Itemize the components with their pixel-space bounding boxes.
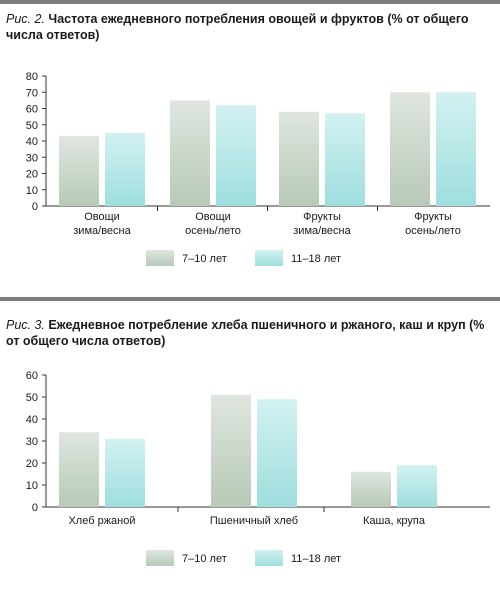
bar-series-1-category-3 [351, 471, 391, 507]
y-tick-label: 60 [26, 104, 38, 116]
legend-label-series-1: 7–10 лет [182, 553, 227, 565]
x-category-label: Фрукты [303, 211, 341, 223]
legend-label-series-1: 7–10 лет [182, 253, 227, 265]
y-tick-label: 80 [26, 71, 38, 83]
y-tick-label: 70 [26, 87, 38, 99]
chart-1-caption: Рис. 2. Частота ежедневного потребления … [6, 11, 494, 43]
legend-swatch-series-2 [255, 550, 283, 566]
x-category-label: зима/весна [293, 225, 351, 237]
x-category-label: Овощи [195, 211, 231, 223]
y-tick-label: 0 [32, 201, 38, 213]
chart-1-figure-label: Рис. 2. [6, 12, 45, 26]
chart-2-caption: Рис. 3. Ежедневное потребление хлеба пше… [6, 317, 494, 349]
top-divider [0, 0, 500, 4]
x-category-label: Каша, крупа [363, 515, 426, 527]
legend-swatch-series-1 [146, 250, 174, 266]
chart-2-title: Ежедневное потребление хлеба пшеничного … [6, 318, 485, 348]
x-category-label: Хлеб ржаной [68, 515, 135, 527]
x-category-label: Овощи [84, 211, 120, 223]
chart-1-title: Частота ежедневного потребления овощей и… [6, 12, 469, 42]
y-tick-label: 10 [26, 480, 38, 492]
legend-label-series-2: 11–18 лет [291, 553, 341, 565]
y-tick-label: 50 [26, 392, 38, 404]
y-tick-label: 30 [26, 436, 38, 448]
y-tick-label: 20 [26, 169, 38, 181]
chart-2-figure-label: Рис. 3. [6, 318, 45, 332]
bar-series-1-category-2 [211, 394, 251, 507]
chart-2-bread-cereals: 0 10 20 30 40 50 60 Хлеб ржаной Пшеничный хлеб Ка… [26, 370, 490, 566]
legend-label-series-2: 11–18 лет [291, 253, 341, 265]
bar-series-2-category-3 [397, 465, 437, 507]
x-category-label: осень/лето [405, 225, 461, 237]
bar-series-1-category-4 [390, 92, 430, 206]
x-category-label: зима/весна [73, 225, 131, 237]
y-tick-label: 20 [26, 458, 38, 470]
bar-series-2-category-3 [325, 113, 365, 206]
y-tick-label: 0 [32, 502, 38, 514]
y-tick-label: 60 [26, 370, 38, 382]
y-tick-label: 10 [26, 185, 38, 197]
chart-1-vegetables-fruits: 0 10 20 30 40 50 60 70 80 Овощи зима/весна Овощи осе… [26, 71, 490, 266]
bar-series-2-category-1 [105, 132, 145, 206]
bar-series-2-category-1 [105, 438, 145, 507]
x-category-label: Пшеничный хлеб [210, 515, 298, 527]
middle-divider [0, 297, 500, 301]
bar-series-2-category-4 [436, 92, 476, 206]
y-tick-label: 40 [26, 414, 38, 426]
y-tick-label: 50 [26, 120, 38, 132]
bar-series-2-category-2 [257, 399, 297, 507]
y-tick-label: 30 [26, 152, 38, 164]
bar-series-2-category-2 [216, 105, 256, 206]
legend-swatch-series-1 [146, 550, 174, 566]
bar-series-1-category-2 [170, 100, 210, 206]
y-tick-label: 40 [26, 136, 38, 148]
x-category-label: Фрукты [414, 211, 452, 223]
legend-swatch-series-2 [255, 250, 283, 266]
bar-series-1-category-3 [279, 111, 319, 206]
bar-series-1-category-1 [59, 432, 99, 507]
bar-series-1-category-1 [59, 136, 99, 206]
x-category-label: осень/лето [185, 225, 241, 237]
